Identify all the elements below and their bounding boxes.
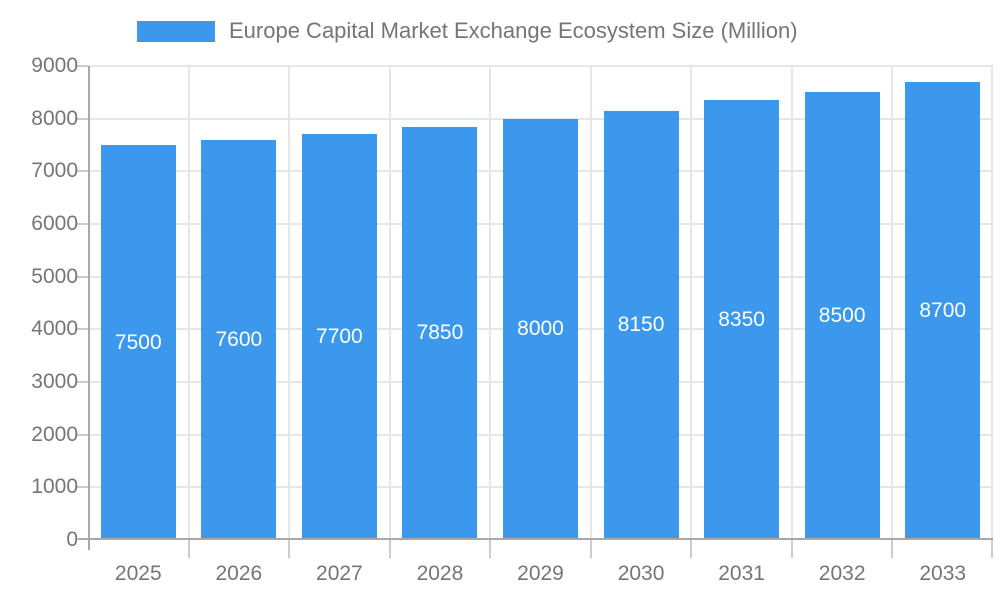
y-tick-label: 7000 [31,159,78,183]
bar-2030[interactable]: 8150 [603,110,679,540]
y-tick [76,433,88,436]
x-tick [489,540,492,558]
y-tick-label: 4000 [31,317,78,341]
y-tick-label: 5000 [31,264,78,288]
v-gridline [991,66,993,540]
y-tick [76,486,88,489]
bar-value-label: 7500 [114,330,162,354]
x-tick [388,540,391,558]
y-tick-label: 2000 [31,422,78,446]
y-tick [76,65,88,67]
bar-2027[interactable]: 7700 [301,134,377,540]
v-gridline [288,66,291,540]
y-tick-label: 8000 [31,106,78,130]
bar-2031[interactable]: 8350 [704,100,780,540]
bar-2032[interactable]: 8500 [804,92,880,540]
y-axis-line [88,66,90,550]
x-tick-label: 2025 [114,562,162,585]
bar-2033[interactable]: 8700 [905,81,981,540]
x-tick-label: 2032 [818,562,866,585]
bar-value-label: 7700 [316,325,363,349]
y-tick [76,328,88,331]
y-tick [76,381,88,383]
x-tick-label: 2030 [617,562,665,585]
x-tick [187,540,190,558]
v-gridline [589,66,592,540]
bar-value-label: 7600 [215,327,263,351]
x-tick-label: 2033 [919,562,967,585]
bar-value-label: 8150 [617,313,665,337]
legend-swatch-icon[interactable] [137,20,215,42]
bar-2025[interactable]: 7500 [100,145,176,540]
y-tick [76,170,88,173]
x-tick-label: 2029 [517,562,564,585]
bar-value-label: 8000 [517,317,564,341]
v-gridline [790,66,793,540]
chart-legend: Europe Capital Market Exchange Ecosystem… [137,14,798,48]
x-tick-label: 2027 [316,562,363,585]
y-tick [76,275,88,278]
y-tick-label: 0 [66,528,78,551]
x-tick [288,540,291,558]
bar-2026[interactable]: 7600 [201,139,277,540]
plot-area: 7500 7600 7700 7850 8000 8150 8350 8500 8700 [88,65,993,540]
chart-title: Europe Capital Market Exchange Ecosystem… [229,18,798,43]
x-tick-label: 2031 [718,562,765,585]
x-tick [589,540,592,558]
v-gridline [891,66,894,540]
y-tick-label: 6000 [31,212,78,235]
bar-2029[interactable]: 8000 [503,118,578,540]
x-tick-label: 2028 [416,562,464,585]
bar-2028[interactable]: 7850 [402,126,478,540]
y-tick-label: 1000 [31,475,78,499]
x-tick-label: 2026 [215,562,263,585]
v-gridline [388,66,391,540]
x-tick [690,540,693,558]
y-tick-label: 9000 [31,54,78,77]
v-gridline [187,66,190,540]
bar-value-label: 8500 [818,304,866,328]
y-tick-label: 3000 [31,370,78,393]
x-tick [790,540,793,558]
y-tick [76,223,88,225]
v-gridline [489,66,492,540]
v-gridline [690,66,693,540]
bar-value-label: 8350 [718,308,765,332]
bar-value-label: 7850 [416,321,464,345]
bar-value-label: 8700 [919,298,967,322]
x-tick [991,540,993,558]
x-axis-line [78,538,993,540]
y-tick [76,117,88,120]
h-gridline [88,65,993,67]
x-tick [891,540,894,558]
